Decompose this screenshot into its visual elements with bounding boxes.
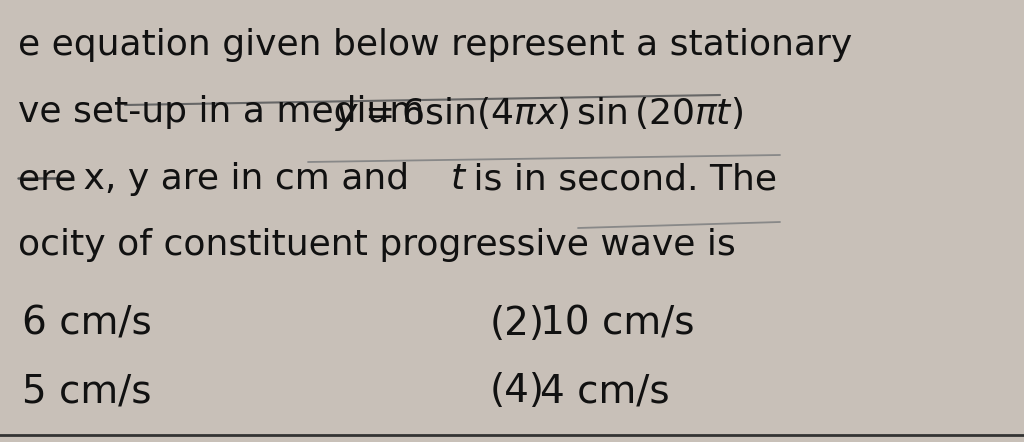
Text: $t$: $t$ [450, 162, 467, 196]
Text: x, y are in cm and: x, y are in cm and [72, 162, 421, 196]
Text: ve set-up in a medium: ve set-up in a medium [18, 95, 436, 129]
Text: (4): (4) [490, 372, 545, 410]
Text: ocity of constituent progressive wave is: ocity of constituent progressive wave is [18, 228, 736, 262]
Text: 10 cm/s: 10 cm/s [540, 305, 694, 343]
Text: e equation given below represent a stationary: e equation given below represent a stati… [18, 28, 852, 62]
Text: $y = 6\mathrm{sin}(4\pi x)\,\mathrm{sin}\,(20\pi t)$: $y = 6\mathrm{sin}(4\pi x)\,\mathrm{sin}… [335, 95, 743, 133]
Text: 4 cm/s: 4 cm/s [540, 372, 670, 410]
Text: is in second. The: is in second. The [462, 162, 777, 196]
Text: 5 cm/s: 5 cm/s [22, 372, 152, 410]
Text: ere: ere [18, 162, 77, 196]
Text: (2): (2) [490, 305, 545, 343]
Text: 6 cm/s: 6 cm/s [22, 305, 152, 343]
